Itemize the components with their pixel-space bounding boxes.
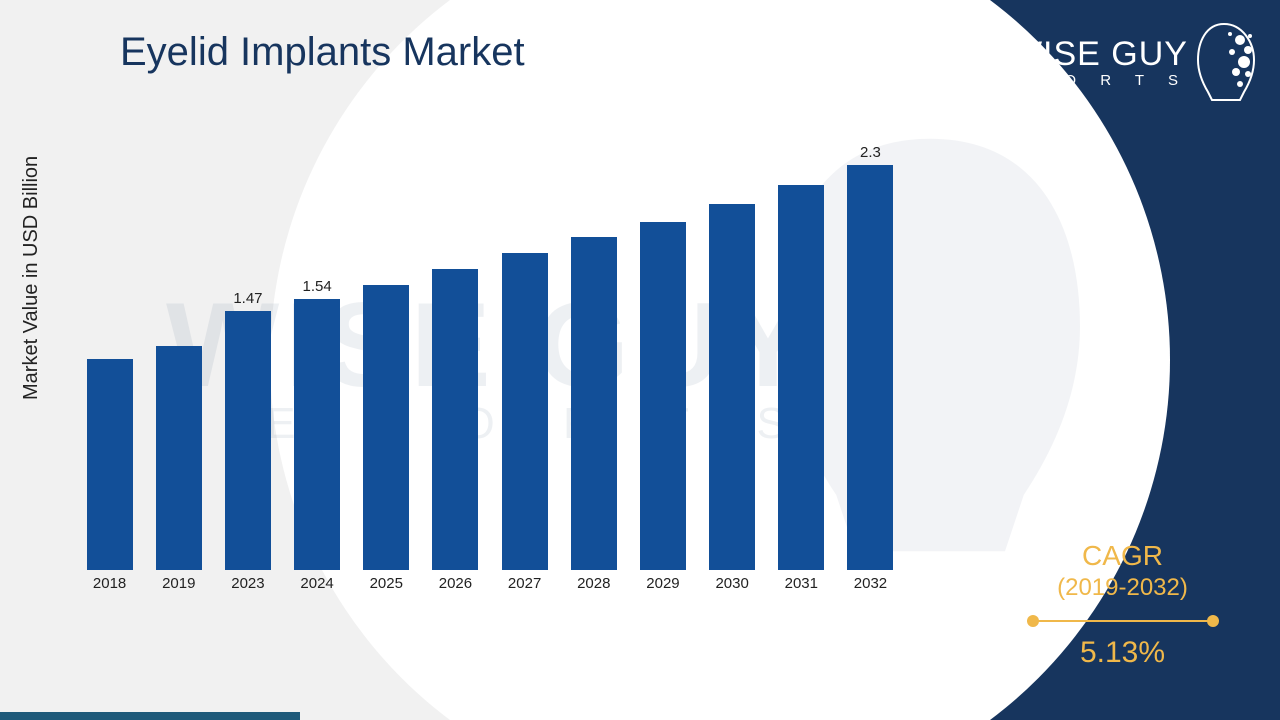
bar (156, 346, 202, 570)
bar-value-label: 1.54 (283, 278, 352, 295)
x-tick-label: 2027 (490, 575, 559, 592)
cagr-divider (1033, 620, 1213, 622)
bar-slot (144, 346, 213, 570)
page-root: WISE GUY R E P O R T S Eyelid Implants M… (0, 0, 1280, 720)
bar (225, 311, 271, 570)
bar-slot (75, 359, 144, 570)
bar-slot (698, 204, 767, 570)
x-tick-label: 2019 (144, 575, 213, 592)
bar-value-label: 1.47 (213, 290, 282, 307)
bar (363, 285, 409, 570)
cagr-label: CAGR (1005, 540, 1240, 572)
x-tick-label: 2026 (421, 575, 490, 592)
bar-slot (421, 269, 490, 570)
x-tick-label: 2018 (75, 575, 144, 592)
x-tick-label: 2025 (352, 575, 421, 592)
bar (709, 204, 755, 570)
bar-slot (352, 285, 421, 570)
bar-slot (628, 222, 697, 570)
x-tick-label: 2031 (767, 575, 836, 592)
bar (571, 237, 617, 570)
x-axis: 2018201920232024202520262027202820292030… (75, 575, 905, 592)
cagr-value: 5.13% (1005, 636, 1240, 670)
plot-area: 1.471.54 2.3 (75, 130, 905, 570)
x-tick-label: 2029 (628, 575, 697, 592)
chart-area: Eyelid Implants Market Market Value in U… (0, 0, 965, 720)
bar (640, 222, 686, 570)
x-tick-label: 2023 (213, 575, 282, 592)
bar-slot (559, 237, 628, 570)
x-tick-label: 2030 (698, 575, 767, 592)
bar-slot (490, 253, 559, 570)
brand-sub-text: R E P O R T S (961, 72, 1188, 89)
brand-head-icon (1194, 22, 1260, 102)
bar (502, 253, 548, 570)
bar-value-label: 2.3 (836, 144, 905, 161)
bar (432, 269, 478, 570)
chart-title: Eyelid Implants Market (120, 30, 525, 75)
bar-slot (767, 185, 836, 570)
bar (294, 299, 340, 570)
brand-main-text: WISE GUY (961, 35, 1188, 74)
x-tick-label: 2032 (836, 575, 905, 592)
cagr-period: (2019-2032) (1005, 574, 1240, 602)
bar (847, 165, 893, 570)
bar-slot: 1.54 (283, 299, 352, 570)
y-axis-label: Market Value in USD Billion (20, 156, 43, 400)
brand-logo: WISE GUY R E P O R T S (961, 22, 1260, 102)
bottom-strip (0, 712, 300, 720)
bars-container: 1.471.54 2.3 (75, 130, 905, 570)
x-tick-label: 2024 (283, 575, 352, 592)
cagr-block: CAGR (2019-2032) 5.13% (1005, 540, 1240, 670)
bar (87, 359, 133, 570)
bar-slot: 1.47 (213, 311, 282, 570)
bar-slot: 2.3 (836, 165, 905, 570)
x-tick-label: 2028 (559, 575, 628, 592)
bar (778, 185, 824, 570)
